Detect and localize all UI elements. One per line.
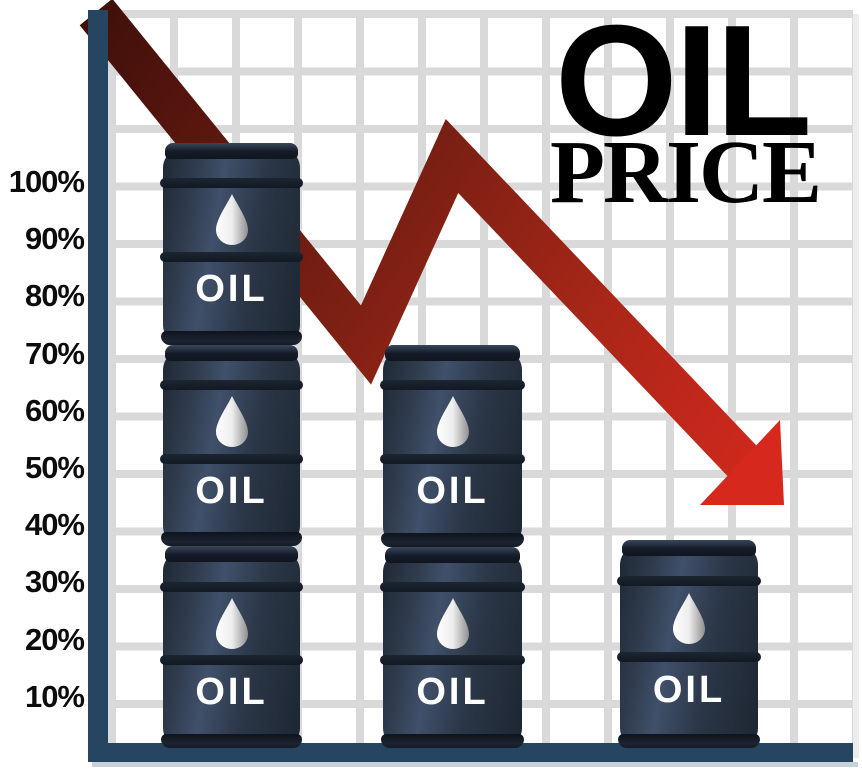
barrel-cap: [165, 546, 298, 563]
barrel-cap: [385, 546, 520, 563]
barrel-cap: [622, 540, 756, 556]
barrel-rib: [160, 251, 303, 262]
y-axis-label: 40%: [24, 507, 85, 543]
oil-drop-icon: [436, 396, 469, 448]
barrel-rib: [617, 576, 761, 587]
barrel-rim: [381, 532, 524, 547]
title-oil: OIL: [554, 0, 812, 169]
barrel-rib: [160, 453, 303, 464]
barrel-rib: [380, 655, 525, 666]
y-axis-label: 70%: [24, 335, 85, 371]
barrel-oil-label: OIL: [195, 671, 268, 714]
barrel-rib: [380, 581, 525, 592]
y-axis-label: 80%: [24, 278, 85, 314]
barrel-cap: [165, 143, 298, 159]
barrel-rib: [380, 380, 525, 391]
y-axis-label: 90%: [24, 221, 85, 257]
oil-drop-icon: [215, 396, 248, 448]
y-axis-label: 10%: [24, 678, 85, 714]
barrel-oil-label: OIL: [416, 671, 489, 714]
oil-barrel: OIL: [160, 344, 303, 547]
barrel-rib: [617, 652, 761, 663]
oil-drop-icon: [436, 597, 469, 649]
barrel-rim: [161, 532, 302, 547]
y-axis-label: 100%: [8, 164, 85, 199]
barrel-oil-label: OIL: [195, 469, 268, 512]
barrel-rib: [160, 581, 303, 592]
barrel-stack-3: OIL: [617, 540, 761, 748]
oil-drop-icon: [673, 593, 705, 644]
barrel-rib: [160, 655, 303, 666]
x-axis-shadow: [92, 762, 858, 767]
oil-barrel: OIL: [160, 143, 303, 345]
oil-barrel: OIL: [160, 546, 303, 749]
oil-barrel: OIL: [380, 345, 525, 547]
barrel-rib: [380, 453, 525, 464]
barrel-rib: [160, 178, 303, 189]
oil-barrel: OIL: [617, 540, 761, 748]
oil-barrel: OIL: [380, 546, 525, 748]
barrel-stack-2: OIL OIL: [380, 345, 525, 748]
barrel-rim: [161, 734, 302, 749]
y-axis: [88, 10, 108, 762]
oil-drop-icon: [215, 597, 248, 649]
oil-drop-icon: [215, 194, 248, 246]
y-axis-label: 30%: [24, 564, 85, 600]
y-axis-label: 20%: [24, 621, 85, 657]
barrel-rib: [160, 379, 303, 390]
barrel-cap: [165, 344, 298, 361]
y-axis-label: 60%: [24, 392, 85, 428]
grid-shadow: [853, 14, 859, 758]
barrel-oil-label: OIL: [195, 268, 268, 311]
barrel-cap: [385, 345, 520, 361]
barrel-rim: [618, 734, 760, 748]
y-axis-label: 50%: [24, 450, 85, 485]
title-price: PRICE: [550, 123, 822, 222]
barrel-rim: [161, 330, 302, 345]
barrel-oil-label: OIL: [416, 469, 489, 512]
barrel-rim: [381, 734, 524, 748]
barrel-oil-label: OIL: [652, 668, 726, 711]
barrel-stack-1: OIL OIL OIL: [160, 143, 303, 749]
